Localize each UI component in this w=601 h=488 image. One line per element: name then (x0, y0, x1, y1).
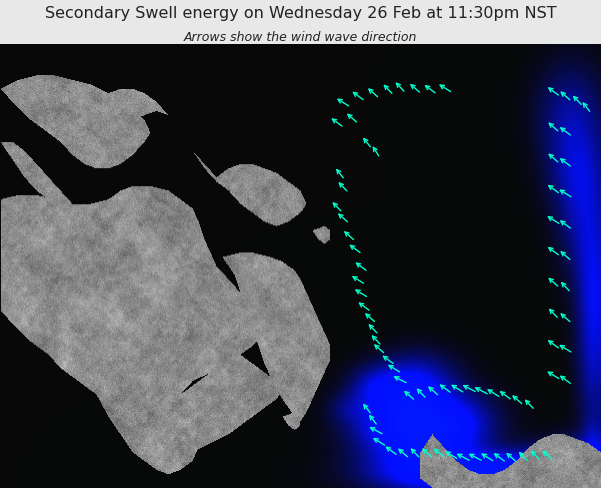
Text: Secondary Swell energy on Wednesday 26 Feb at 11:30pm NST: Secondary Swell energy on Wednesday 26 F… (44, 6, 557, 21)
Text: Arrows show the wind wave direction: Arrows show the wind wave direction (184, 31, 417, 44)
